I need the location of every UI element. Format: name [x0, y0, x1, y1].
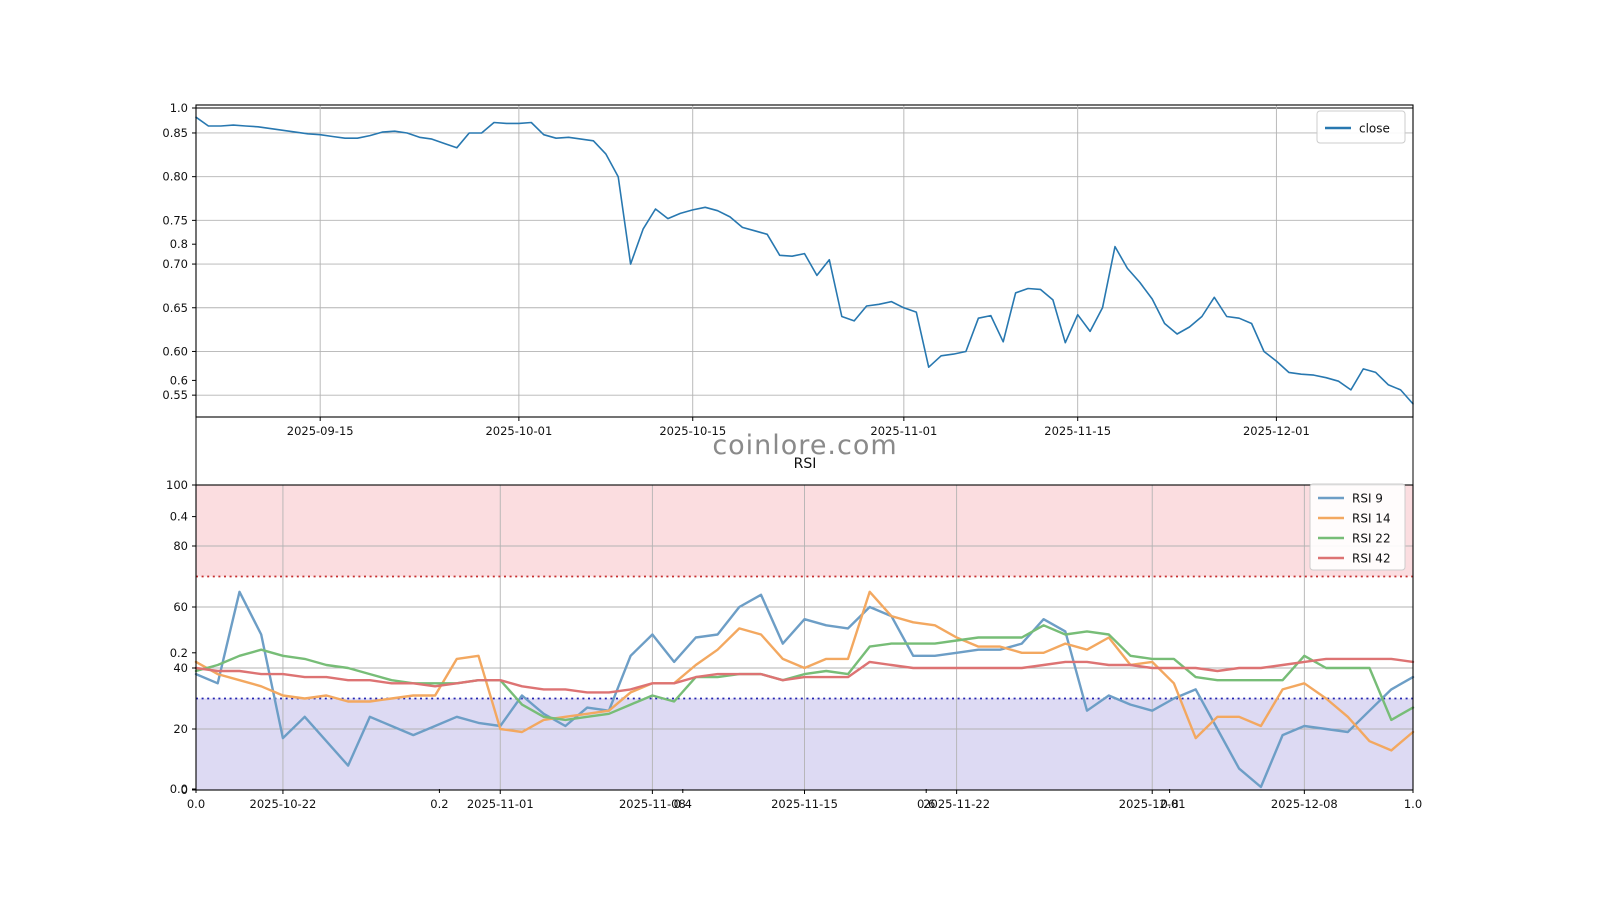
tick-label: 2025-10-01 — [485, 424, 552, 438]
tick-label: 2025-12-08 — [1271, 797, 1338, 811]
tick-label: 0.4 — [674, 797, 692, 811]
tick-label: 2025-11-01 — [467, 797, 534, 811]
legend-box — [1309, 483, 1406, 571]
tick-label: 1.0 — [170, 101, 188, 115]
tick-label: 100 — [166, 478, 188, 492]
tick-label: 2025-12-01 — [1119, 797, 1186, 811]
legend-price-chart: close — [1316, 110, 1406, 144]
tick-label: 0.65 — [162, 301, 188, 315]
tick-label: 0.6 — [917, 797, 935, 811]
tick-label: RSI 22 — [1352, 532, 1391, 546]
tick-label: 0.55 — [162, 388, 188, 402]
rsi-14-line — [194, 590, 1415, 752]
tick-label: 0.0 — [170, 782, 188, 796]
tick-label: 40 — [173, 661, 188, 675]
tick-label: 2025-10-15 — [659, 424, 726, 438]
tick-label: 2025-09-15 — [287, 424, 354, 438]
legend-box — [1316, 110, 1406, 144]
tick-label: 2025-11-15 — [771, 797, 838, 811]
tick-label: 0.80 — [162, 170, 188, 184]
tick-label: 2025-11-22 — [923, 797, 990, 811]
tick-label: 0.2 — [430, 797, 448, 811]
tick-label: 0.2 — [170, 646, 188, 660]
tick-label: 0 — [181, 783, 188, 797]
tick-label: 20 — [173, 722, 188, 736]
tick-label: 0.75 — [162, 213, 188, 227]
tick-label: 60 — [173, 600, 188, 614]
tick-label: 0.0 — [187, 797, 205, 811]
rsi-chart-title: RSI — [793, 456, 817, 472]
tick-label: 0.85 — [162, 126, 188, 140]
tick-label: RSI 42 — [1352, 552, 1391, 566]
tick-label: RSI 14 — [1352, 512, 1391, 526]
overlay-ticks: 1.0 0.8 0.6 0.4 0.2 0.00.0 0.2 0.4 0.6 0.8 1.0 — [170, 101, 1422, 811]
grid-price-chart — [196, 105, 1413, 417]
tick-label: 0.8 — [170, 237, 188, 251]
tick-label: RSI 9 — [1352, 492, 1383, 506]
price-chart: 0.85 0.80 0.75 0.70 0.65 0.60 0.55 2025-09-15 20… — [162, 104, 1414, 438]
tick-label: close — [1359, 122, 1390, 136]
tick-label: 0.4 — [170, 510, 188, 524]
ticks-rsi-chart: 100 80 60 40 20 0 2025-10-22 2025-11-01 2025-11-… — [166, 478, 1338, 811]
watermark: coinlore.com — [712, 430, 898, 461]
price-chart-frame — [195, 104, 1414, 418]
tick-label: 2025-11-08 — [619, 797, 686, 811]
close-line — [195, 116, 1414, 405]
tick-label: 2025-11-01 — [870, 424, 937, 438]
rsi-9-line — [194, 590, 1415, 789]
rsi-22-line — [194, 624, 1415, 722]
rsi-42-line — [194, 657, 1415, 694]
tick-label: 0.8 — [1160, 797, 1178, 811]
ticks-price-chart: 0.85 0.80 0.75 0.70 0.65 0.60 0.55 2025-09-15 20… — [162, 126, 1309, 438]
tick-label: 80 — [173, 539, 188, 553]
legend-rsi-chart: RSI 9 RSI 14 RSI 22 RSI 42 — [1309, 483, 1406, 571]
tick-label: 2025-12-01 — [1243, 424, 1310, 438]
tick-label: 2025-10-22 — [250, 797, 317, 811]
rsi-chart: 100 80 60 40 20 0 2025-10-22 2025-11-01 2025-11-… — [166, 478, 1415, 811]
tick-label: 0.60 — [162, 344, 188, 358]
tick-label: 0.70 — [162, 257, 188, 271]
tick-label: 0.6 — [170, 373, 188, 387]
tick-label: 2025-11-15 — [1044, 424, 1111, 438]
tick-label: 1.0 — [1404, 797, 1422, 811]
